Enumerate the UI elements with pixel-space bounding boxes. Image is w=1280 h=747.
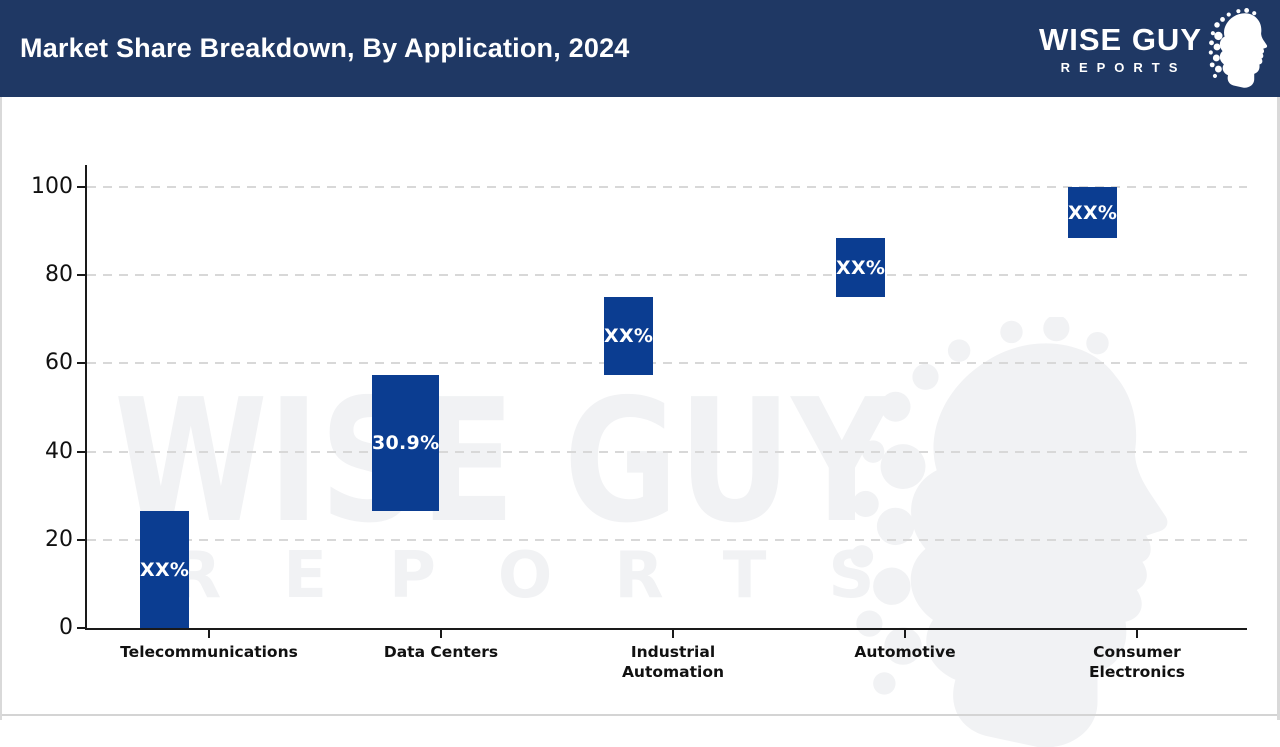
y-tick-label-0: 0 <box>59 615 73 640</box>
x-axis-line <box>85 628 1247 630</box>
y-tick-label-20: 20 <box>45 526 73 552</box>
y-tick-mark-60 <box>77 362 85 365</box>
y-tick-label-40: 40 <box>45 438 73 464</box>
header-bar: Market Share Breakdown, By Application, … <box>0 0 1280 97</box>
bottom-divider <box>2 714 1277 716</box>
watermark-subtitle: REPORTS <box>172 539 937 613</box>
x-tick-mark-consumer-electronics <box>1136 630 1138 638</box>
y-tick-label-100: 100 <box>31 174 73 200</box>
y-tick-mark-40 <box>77 450 85 453</box>
gridline-100 <box>87 186 1247 189</box>
bar-value-label: XX% <box>140 558 190 581</box>
bar-value-label: XX% <box>836 256 886 279</box>
watermark-head-icon <box>850 317 1168 747</box>
x-tick-mark-industrial-automation <box>672 630 674 638</box>
x-tick-mark-data-centers <box>440 630 442 638</box>
logo-head-icon <box>1208 8 1268 88</box>
x-tick-mark-automotive <box>904 630 906 638</box>
gridline-60 <box>87 362 1247 365</box>
x-axis-label-telecommunications: Telecommunications <box>120 643 298 661</box>
gridline-20 <box>87 538 1247 541</box>
logo-wordmark: WISE GUY REPORTS <box>1039 22 1202 75</box>
watermark-wordmark: WISE GUY <box>114 363 893 561</box>
y-tick-mark-100 <box>77 186 85 189</box>
gridline-80 <box>87 274 1247 277</box>
y-tick-mark-80 <box>77 274 85 277</box>
plot-area: 0 20 40 60 80 100 XX% Telecommunications 30.9% Da… <box>31 165 1247 681</box>
x-axis-label-industrial-automation: Industrial Automation <box>621 643 725 681</box>
bar-value-label: XX% <box>604 324 654 347</box>
bar-telecommunications: XX% <box>140 511 190 628</box>
bar-value-label: 30.9% <box>372 432 440 455</box>
x-axis-label-data-centers: Data Centers <box>383 643 499 661</box>
brand-logo: WISE GUY REPORTS <box>1039 8 1268 88</box>
x-axis-label-consumer-electronics: Consumer Electronics <box>1088 643 1186 681</box>
bar-data-centers: 30.9% <box>372 374 440 512</box>
y-tick-mark-20 <box>77 538 85 541</box>
page-title: Market Share Breakdown, By Application, … <box>20 33 630 63</box>
x-axis-label-automotive: Automotive <box>854 643 956 661</box>
y-axis-line <box>85 165 87 630</box>
logo-subtitle: REPORTS <box>1060 59 1187 75</box>
gridline-40 <box>87 450 1247 453</box>
y-tick-label-80: 80 <box>45 262 73 288</box>
x-tick-mark-telecommunications <box>208 630 210 638</box>
y-tick-mark-0 <box>77 627 85 629</box>
bar-automotive: XX% <box>836 238 886 297</box>
chart-area: WISE GUY REPORTS 0 20 40 60 80 100 XX% Telecomm… <box>0 97 1280 747</box>
bar-consumer-electronics: XX% <box>1068 187 1118 239</box>
bar-value-label: XX% <box>1068 201 1118 224</box>
logo-name: WISE GUY <box>1038 21 1202 57</box>
bar-industrial-automation: XX% <box>604 296 654 375</box>
y-tick-label-60: 60 <box>45 350 73 376</box>
